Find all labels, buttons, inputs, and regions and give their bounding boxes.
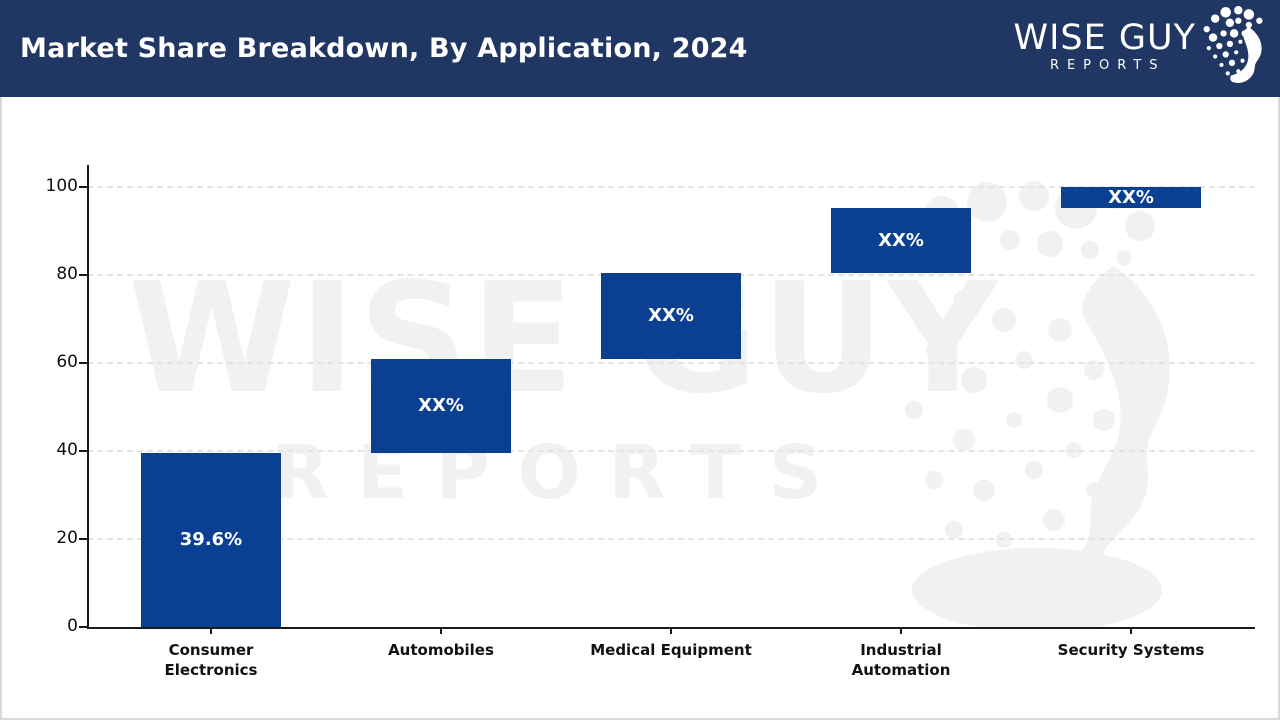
gridline <box>87 538 1255 540</box>
y-tick-label: 60 <box>56 352 78 372</box>
y-tick-label: 0 <box>67 616 78 636</box>
y-tick-mark <box>79 626 87 628</box>
brand-subtitle: REPORTS <box>1049 58 1166 74</box>
bar-value-label: XX% <box>648 305 694 327</box>
gridline <box>87 450 1255 452</box>
header-bar: Market Share Breakdown, By Application, … <box>0 0 1280 97</box>
bar: 39.6% <box>141 452 281 627</box>
x-category-label: Security Systems <box>1057 641 1205 659</box>
bar-value-label: XX% <box>418 395 464 417</box>
x-category-label: Automobiles <box>388 641 494 659</box>
y-tick-mark <box>79 450 87 452</box>
x-category-label: Consumer Electronics <box>164 641 258 680</box>
bar: XX% <box>1061 187 1201 209</box>
brand-logo-text: WISE GUY REPORTS <box>1013 19 1196 74</box>
bar-value-label: XX% <box>1108 187 1154 209</box>
brand-logo: WISE GUY REPORTS <box>1013 6 1264 86</box>
bar-value-label: XX% <box>878 230 924 252</box>
x-tick-mark <box>900 627 902 634</box>
x-tick-mark <box>1130 627 1132 634</box>
bar: XX% <box>601 273 741 359</box>
canvas-border-bottom <box>0 718 1280 720</box>
x-category-label: Medical Equipment <box>590 641 752 659</box>
x-tick-mark <box>440 627 442 634</box>
bar: XX% <box>831 208 971 274</box>
x-category-label: Industrial Automation <box>851 641 951 680</box>
x-tick-mark <box>210 627 212 634</box>
chart-title: Market Share Breakdown, By Application, … <box>20 33 748 64</box>
gridline <box>87 362 1255 364</box>
y-tick-mark <box>79 186 87 188</box>
bar-value-label: 39.6% <box>179 529 243 551</box>
y-tick-mark <box>79 538 87 540</box>
brand-face-icon <box>1203 6 1263 84</box>
y-tick-mark <box>79 362 87 364</box>
y-tick-mark <box>79 274 87 276</box>
y-tick-label: 40 <box>56 440 78 460</box>
canvas-border-left <box>0 0 2 720</box>
bar: XX% <box>371 358 511 453</box>
x-tick-mark <box>670 627 672 634</box>
gridline <box>87 186 1255 188</box>
canvas-border-right <box>1278 0 1280 720</box>
y-tick-label: 80 <box>56 264 78 284</box>
y-tick-label: 20 <box>56 528 78 548</box>
y-axis-line <box>87 165 89 629</box>
brand-name: WISE GUY <box>1013 17 1196 58</box>
y-tick-label: 100 <box>45 176 78 196</box>
